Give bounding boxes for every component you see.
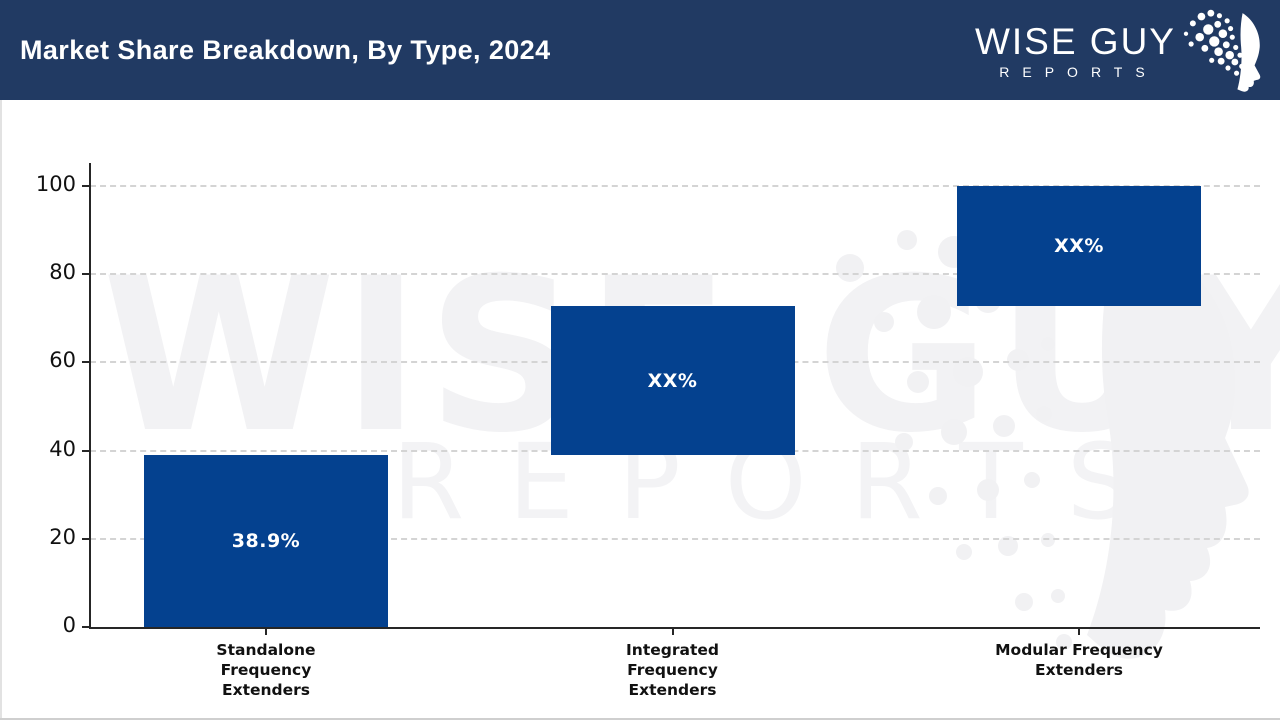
y-tick-label-20: 20: [49, 524, 76, 549]
x-category-label-1: Standalone Frequency Extenders: [216, 641, 316, 699]
bar-value-label-3: XX%: [1054, 234, 1104, 257]
logo-primary-text: WISE GUY: [974, 20, 1176, 62]
x-tick-1: [265, 628, 267, 635]
bar-value-label-2: XX%: [647, 369, 698, 392]
x-tick-3: [1078, 628, 1080, 635]
x-axis-spine: [89, 627, 1260, 629]
logo-wordmark: WISE GUY REPORTS: [975, 21, 1176, 80]
report-header: Market Share Breakdown, By Type, 2024 WI…: [0, 0, 1280, 100]
y-tick-label-0: 0: [62, 613, 76, 637]
logo-face-dots: [1183, 9, 1245, 76]
bar-segment-2: XX%: [550, 305, 795, 456]
gridline-80: [90, 273, 1260, 276]
x-tick-2: [671, 628, 674, 635]
bar-value-label-1: 38.9%: [231, 530, 301, 553]
logo-secondary-text: REPORTS: [999, 63, 1158, 80]
bar-segment-1: 38.9%: [144, 455, 388, 627]
chart-region: WISE GUY REPORTS 02040608010038.9%Standa…: [0, 100, 1280, 718]
x-category-label-2: Integrated Frequency Extenders: [626, 641, 719, 699]
logo-face-icon: [1183, 9, 1261, 92]
gridline-20: [90, 537, 1260, 540]
y-tick-label-40: 40: [49, 436, 76, 461]
wiseguy-logo: WISE GUY REPORTS: [975, 6, 1266, 94]
y-tick-80: [82, 273, 90, 276]
y-tick-label-60: 60: [49, 348, 76, 373]
gridline-100: [90, 185, 1260, 187]
chart-title: Market Share Breakdown, By Type, 2024: [20, 34, 551, 65]
y-tick-0: [82, 626, 90, 628]
y-tick-label-80: 80: [49, 260, 76, 285]
bar-segment-3: XX%: [957, 186, 1201, 306]
y-tick-100: [82, 185, 90, 187]
y-tick-40: [82, 449, 90, 452]
y-tick-label-100: 100: [35, 172, 76, 196]
watermark-face-profile: [1087, 235, 1249, 659]
x-category-label-3: Modular Frequency Extenders: [995, 641, 1163, 679]
y-axis-spine: [89, 163, 91, 629]
y-tick-60: [82, 361, 90, 364]
logo-face-profile: [1237, 13, 1261, 92]
y-tick-20: [82, 537, 90, 540]
